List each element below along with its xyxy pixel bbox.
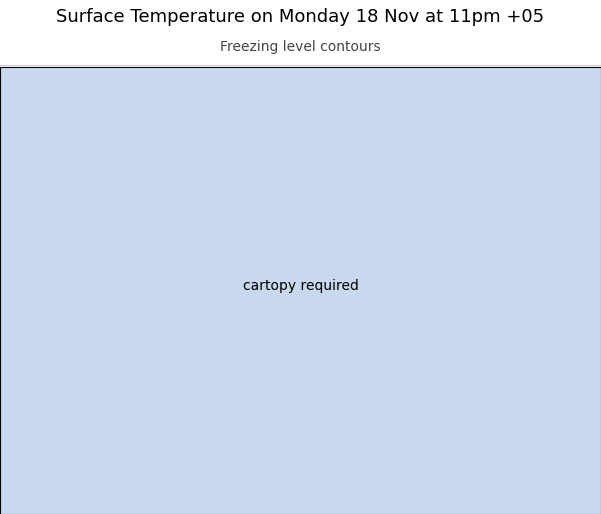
Text: cartopy required: cartopy required [243, 280, 358, 293]
Text: Surface Temperature on Monday 18 Nov at 11pm +05: Surface Temperature on Monday 18 Nov at … [56, 8, 545, 26]
Text: Freezing level contours: Freezing level contours [220, 40, 381, 54]
